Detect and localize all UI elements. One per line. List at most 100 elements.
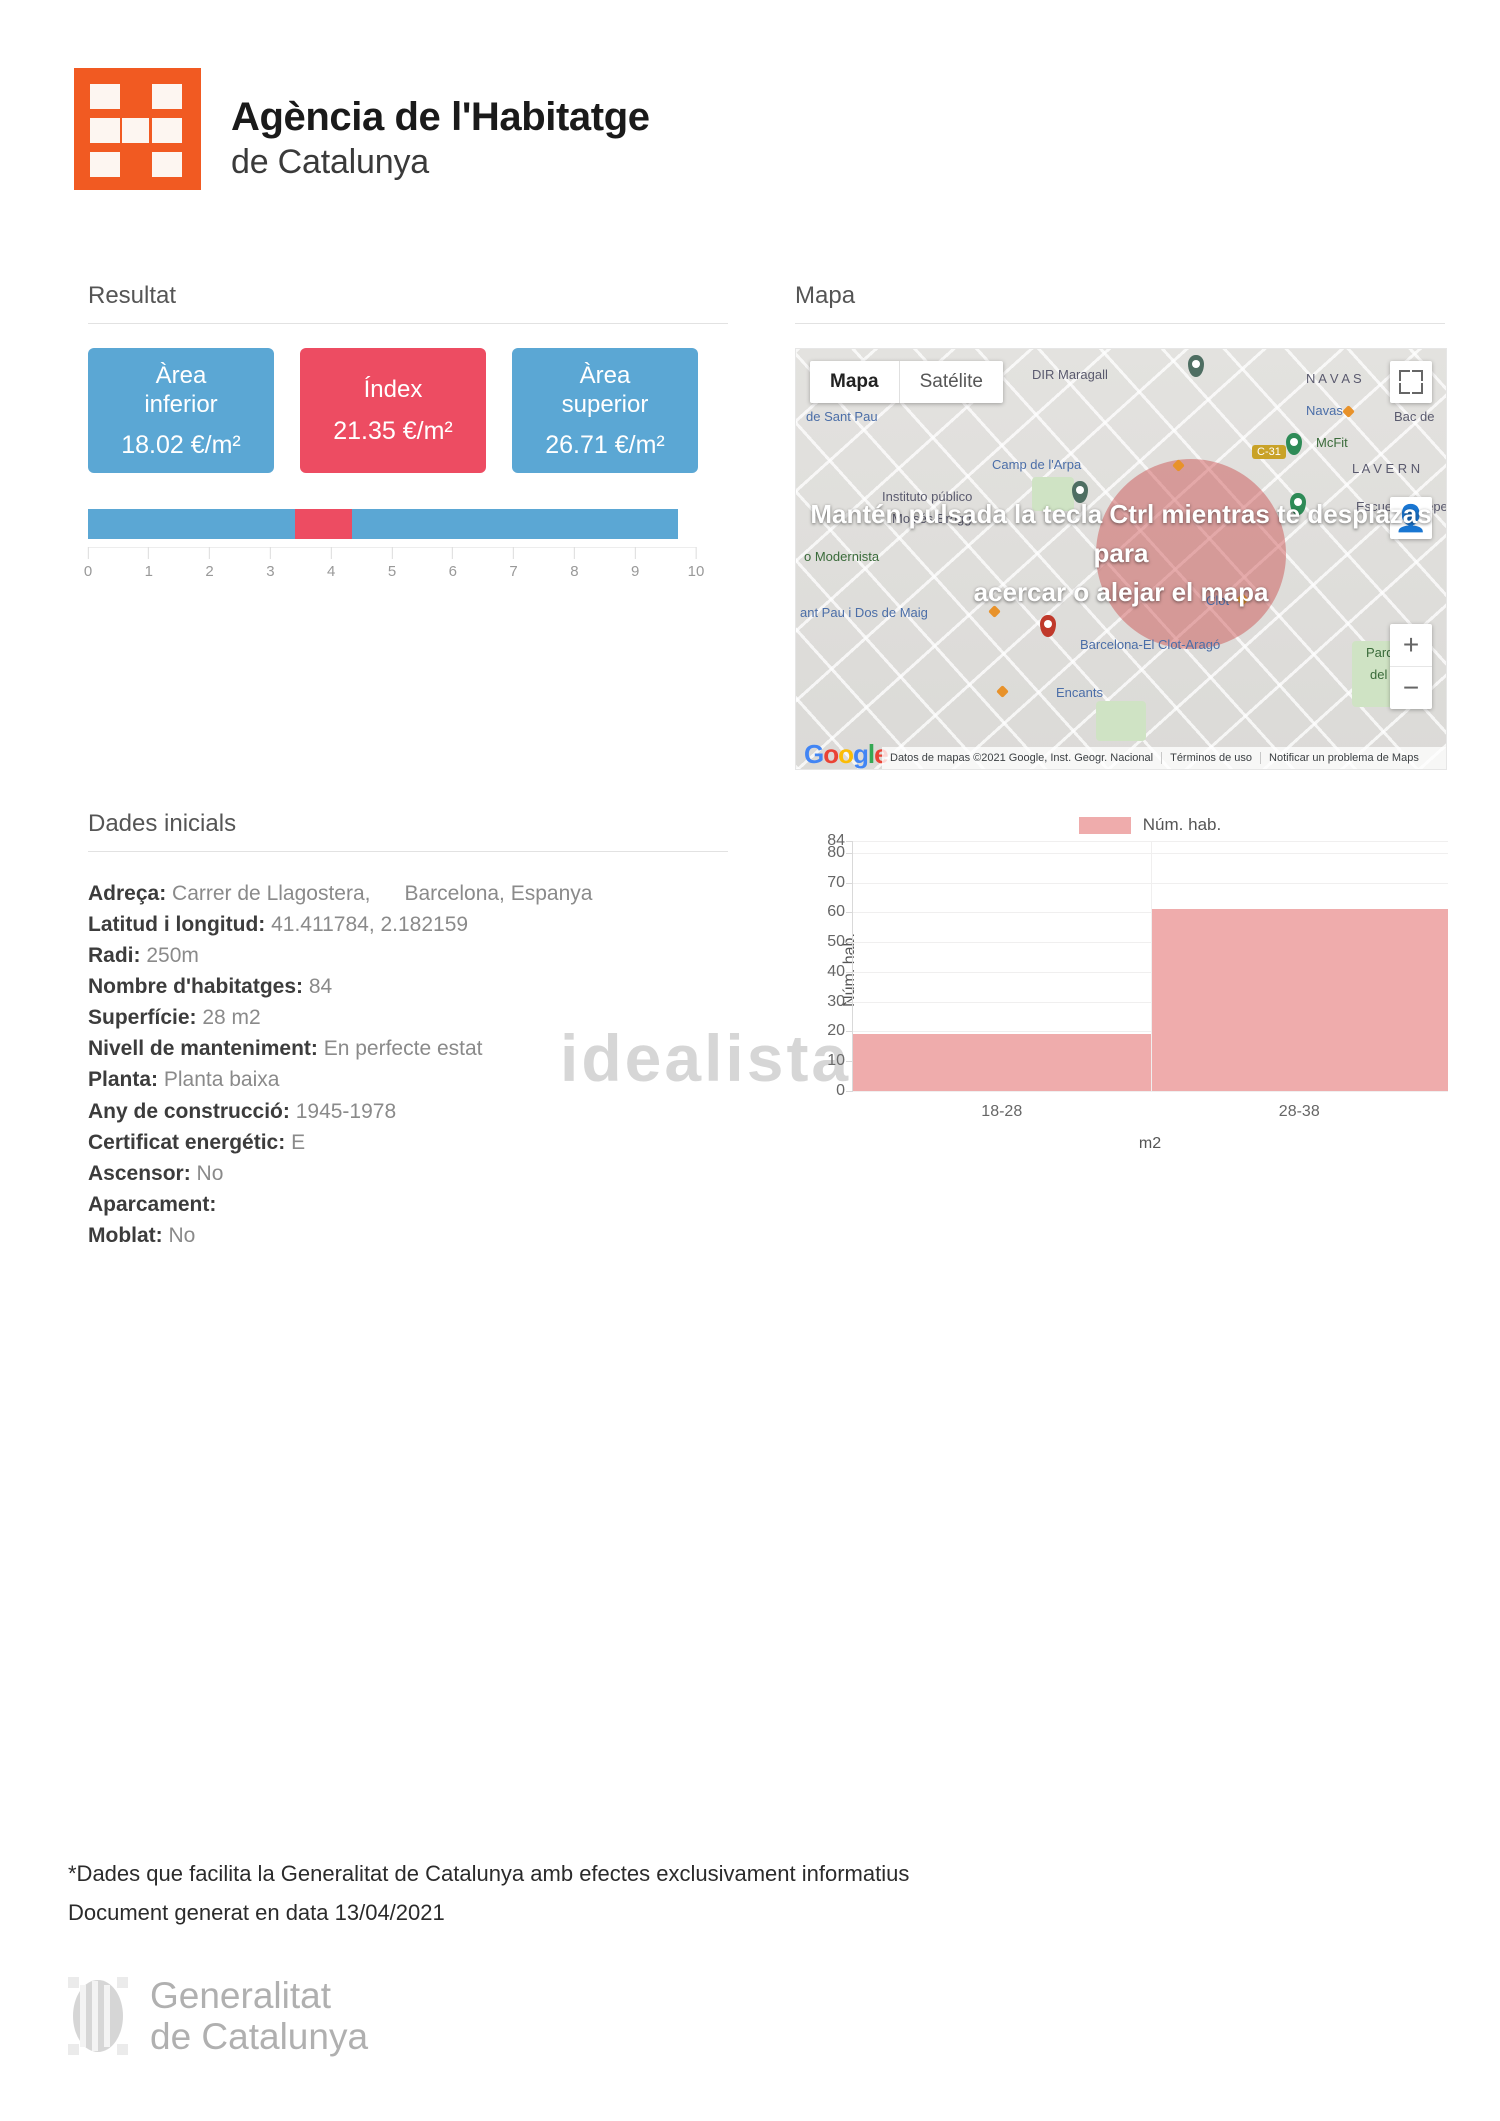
map-pin-icon[interactable] <box>1072 481 1088 503</box>
document-footer: *Dades que facilita la Generalitat de Ca… <box>68 1855 909 1932</box>
slider-tick: 10 <box>687 547 705 580</box>
map-pin-icon[interactable] <box>1290 493 1306 515</box>
map-place-label: o Modernista <box>804 549 880 564</box>
chart-y-tick-mark <box>846 882 853 884</box>
slider-tick-label: 9 <box>631 563 640 580</box>
initial-data-value: E <box>285 1130 306 1154</box>
slider-tick-label: 8 <box>570 563 579 580</box>
google-map[interactable]: DIR Maragall N A V A S Navas Bac de McFit L A… <box>795 348 1447 770</box>
initial-data-value-secondary: Barcelona, Espanya <box>404 882 593 905</box>
chart-y-tick-label: 60 <box>827 903 845 921</box>
slider-tick-label: 10 <box>687 563 705 580</box>
initial-data-row: Any de construcció: 1945-1978 <box>88 1096 728 1127</box>
initial-data-value: Planta baixa <box>158 1068 280 1092</box>
initial-data-label: Moblat: <box>88 1223 163 1247</box>
slider-index-marker <box>294 509 353 539</box>
initial-data-label: Certificat energétic: <box>88 1130 286 1154</box>
brand-subtitle: de Catalunya <box>231 143 429 181</box>
initial-data-label: Adreça: <box>88 882 167 905</box>
result-section: Resultat Àrea inferior 18.02 €/m² Índex … <box>84 282 728 583</box>
zoom-in-button[interactable]: + <box>1390 624 1432 667</box>
map-type-control[interactable]: Mapa Satélite <box>810 361 1003 403</box>
map-report-problem-link[interactable]: Notificar un problema de Maps <box>1260 752 1427 764</box>
slider-tick-line <box>209 547 211 559</box>
initial-data-value: 28 m2 <box>196 1006 261 1030</box>
map-overlay-line-1: Mantén pulsada la tecla Ctrl mientras te… <box>810 499 1432 568</box>
chart-legend-swatch <box>1078 816 1131 834</box>
chart-y-tick-mark <box>846 912 853 914</box>
chart-y-tick-label: 50 <box>827 933 845 951</box>
slider-tick-label: 1 <box>144 563 153 580</box>
slider-tick-line <box>513 547 515 559</box>
map-type-satelite-button[interactable]: Satélite <box>919 371 983 392</box>
habitatges-histogram-chart: Núm. hab. Núm. hab. 84 80 70 60 50 40 30 20 10 0 1… <box>790 815 1450 1175</box>
initial-data-label: Radi: <box>88 944 141 968</box>
card-index-label-1: Índex <box>363 376 423 404</box>
initial-data-row: Nombre d'habitatges: 84 <box>88 971 728 1002</box>
map-basemap <box>796 349 1446 769</box>
map-place-label: L A V E R N <box>1352 461 1421 476</box>
map-pin-icon[interactable] <box>1188 355 1204 377</box>
map-place-label: Bac de <box>1394 409 1435 424</box>
map-place-label: ant Pau i Dos de Maig <box>800 605 928 620</box>
map-place-label: Barcelona-El Clot-Aragó <box>1080 637 1221 652</box>
map-place-label: McFit <box>1316 435 1348 450</box>
slider-tick: 8 <box>570 547 579 580</box>
map-pin-icon[interactable] <box>1286 433 1302 455</box>
map-place-label: de Sant Pau <box>806 409 878 424</box>
initial-data-value: Carrer de Llagostera, <box>166 882 371 905</box>
slider-tick: 9 <box>631 547 639 580</box>
slider-tick-line <box>695 547 697 559</box>
index-range-slider: 0 1 2 3 4 5 6 7 8 9 10 <box>84 509 704 583</box>
chart-legend-label: Núm. hab. <box>1142 815 1222 834</box>
map-type-mapa-button[interactable]: Mapa <box>810 361 900 403</box>
chart-plot-area: Núm. hab. 84 80 70 60 50 40 30 20 10 0 18-28 28-38 … <box>827 832 1448 1152</box>
map-section: Mapa DIR Maragall N A V A S Navas Bac de McF… <box>795 282 1447 770</box>
chart-y-tick-label: 20 <box>827 1022 845 1040</box>
slider-tick: 0 <box>84 547 92 580</box>
initial-data-label: Superfície: <box>88 1006 197 1030</box>
initial-data-value: 1945-1978 <box>289 1099 397 1123</box>
map-park-area <box>1096 701 1146 741</box>
street-view-pegman-icon[interactable]: 👤 <box>1390 497 1432 539</box>
chart-y-tick-mark <box>846 971 853 973</box>
slider-fill <box>88 509 678 539</box>
initial-data-label: Nivell de manteniment: <box>88 1037 318 1061</box>
chart-x-tick-label: 18-28 <box>981 1103 1023 1120</box>
chart-y-tick-mark <box>846 1001 853 1003</box>
map-terms-link[interactable]: Términos de uso <box>1161 752 1260 764</box>
result-section-title: Resultat <box>88 282 728 324</box>
fullscreen-icon[interactable] <box>1390 361 1432 403</box>
initial-data-section: Dades inicials Adreça: Carrer de Llagost… <box>88 810 728 1251</box>
map-zoom-control[interactable]: + − <box>1390 624 1432 709</box>
chart-y-tick-label: 80 <box>827 843 845 861</box>
slider-tick-line <box>452 547 454 559</box>
initial-data-label: Nombre d'habitatges: <box>88 975 304 999</box>
initial-data-row: Latitud i longitud: 41.411784, 2.182159 <box>88 909 728 940</box>
slider-tick-label: 2 <box>205 563 214 580</box>
map-attribution: Datos de mapas ©2021 Google, Inst. Geogr… <box>882 747 1446 769</box>
brand-title: Agència de l'Habitatge <box>231 95 650 139</box>
chart-y-tick-mark <box>846 852 853 854</box>
map-pin-icon[interactable] <box>1040 615 1056 637</box>
result-cards: Àrea inferior 18.02 €/m² Índex 21.35 €/m… <box>88 348 728 473</box>
initial-data-row: Adreça: Carrer de Llagostera, Barcelona, … <box>88 878 728 909</box>
card-area-superior: Àrea superior 26.71 €/m² <box>512 348 698 473</box>
chart-y-tick-label: 0 <box>836 1082 845 1099</box>
slider-tick-line <box>573 547 575 559</box>
initial-data-value: No <box>190 1161 224 1185</box>
slider-tick-label: 4 <box>327 563 336 580</box>
chart-gridline <box>853 1091 1448 1092</box>
slider-tick-line <box>269 547 271 559</box>
slider-tick-line <box>148 547 150 559</box>
map-radius-highlight <box>1096 459 1286 649</box>
initial-data-row: Moblat: No <box>88 1220 728 1251</box>
initial-data-row: Ascensor: No <box>88 1158 728 1189</box>
card-area-superior-label-2: superior <box>561 391 649 418</box>
card-area-inferior: Àrea inferior 18.02 €/m² <box>88 348 274 473</box>
chart-x-tick-label: 28-38 <box>1278 1103 1320 1120</box>
slider-tick-line <box>634 547 636 559</box>
zoom-out-button[interactable]: − <box>1402 672 1420 703</box>
footer-note: *Dades que facilita la Generalitat de Ca… <box>68 1861 910 1886</box>
initial-data-row: Planta: Planta baixa <box>88 1064 728 1095</box>
